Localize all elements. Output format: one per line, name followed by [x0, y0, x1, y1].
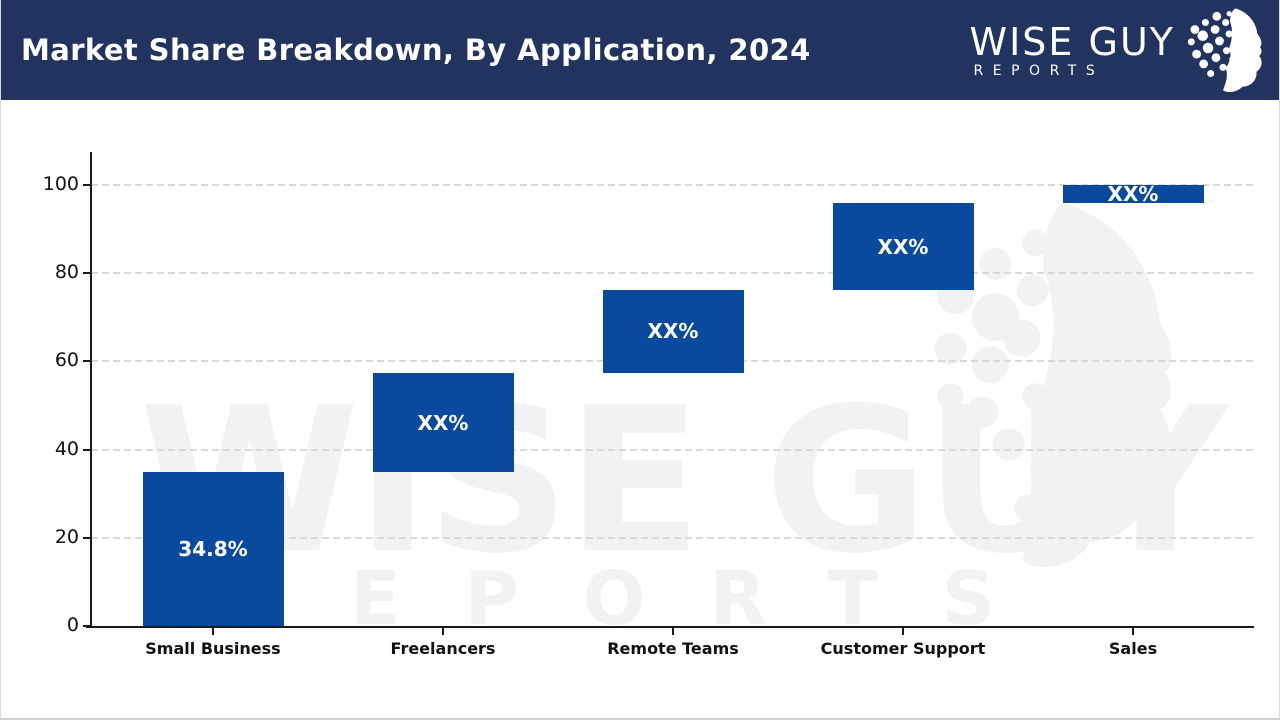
- chart-area: WISE GUY REPORTS 0 20 40 60 80 100 34.8% Small …: [1, 100, 1279, 718]
- x-tick-label-freelancers: Freelancers: [390, 639, 496, 658]
- bar-customer-support: XX%: [832, 202, 974, 291]
- y-tick-label: 60: [54, 349, 79, 372]
- bar-freelancers: XX%: [372, 372, 514, 473]
- bar-value-label: 34.8%: [178, 537, 248, 562]
- x-tick-mark: [1132, 627, 1134, 635]
- gridline: [91, 448, 1254, 451]
- gridline: [91, 183, 1254, 186]
- y-tick-mark: [83, 536, 91, 539]
- y-tick-label: 40: [54, 437, 79, 460]
- gridline: [91, 272, 1254, 274]
- bar-value-label: XX%: [877, 234, 929, 259]
- x-tick-label-small-business: Small Business: [145, 639, 281, 658]
- watermark-head-icon: [916, 175, 1181, 659]
- x-tick-mark: [902, 627, 904, 635]
- logo-subtitle: REPORTS: [973, 62, 1105, 79]
- watermark-text-sub: REPORTS: [229, 556, 1060, 642]
- gridline: [91, 536, 1254, 539]
- bar-value-label: XX%: [1107, 181, 1159, 206]
- y-tick-label: 80: [54, 261, 79, 283]
- y-tick-label: 0: [66, 614, 79, 636]
- logo-brand: WISE GUY: [969, 19, 1175, 64]
- bar-remote-teams: XX%: [602, 290, 744, 373]
- page-title: Market Share Breakdown, By Application, …: [21, 33, 811, 67]
- x-tick-mark: [442, 627, 444, 635]
- x-tick-label-customer-support: Customer Support: [820, 639, 986, 658]
- x-tick-label-sales: Sales: [1108, 639, 1158, 658]
- bar-small-business: 34.8%: [142, 472, 284, 626]
- x-axis-line: [86, 625, 1254, 628]
- y-tick-mark: [83, 360, 91, 363]
- logo-text: WISE GUY REPORTS: [970, 23, 1175, 78]
- y-tick-mark: [83, 183, 91, 186]
- bar-value-label: XX%: [417, 410, 469, 435]
- wiseguy-head-icon: [1179, 3, 1267, 97]
- x-tick-mark: [672, 627, 674, 635]
- y-tick-label: 20: [54, 525, 79, 548]
- y-axis-line: [89, 152, 92, 628]
- header: Market Share Breakdown, By Application, …: [1, 0, 1279, 100]
- y-tick-mark: [83, 448, 91, 451]
- y-tick-mark: [83, 272, 91, 274]
- bar-sales: XX%: [1062, 181, 1204, 206]
- wiseguy-logo: WISE GUY REPORTS: [970, 3, 1267, 97]
- y-tick-label: 100: [42, 172, 79, 195]
- x-tick-mark: [212, 627, 214, 635]
- bar-value-label: XX%: [647, 319, 699, 344]
- x-tick-label-remote-teams: Remote Teams: [607, 639, 739, 658]
